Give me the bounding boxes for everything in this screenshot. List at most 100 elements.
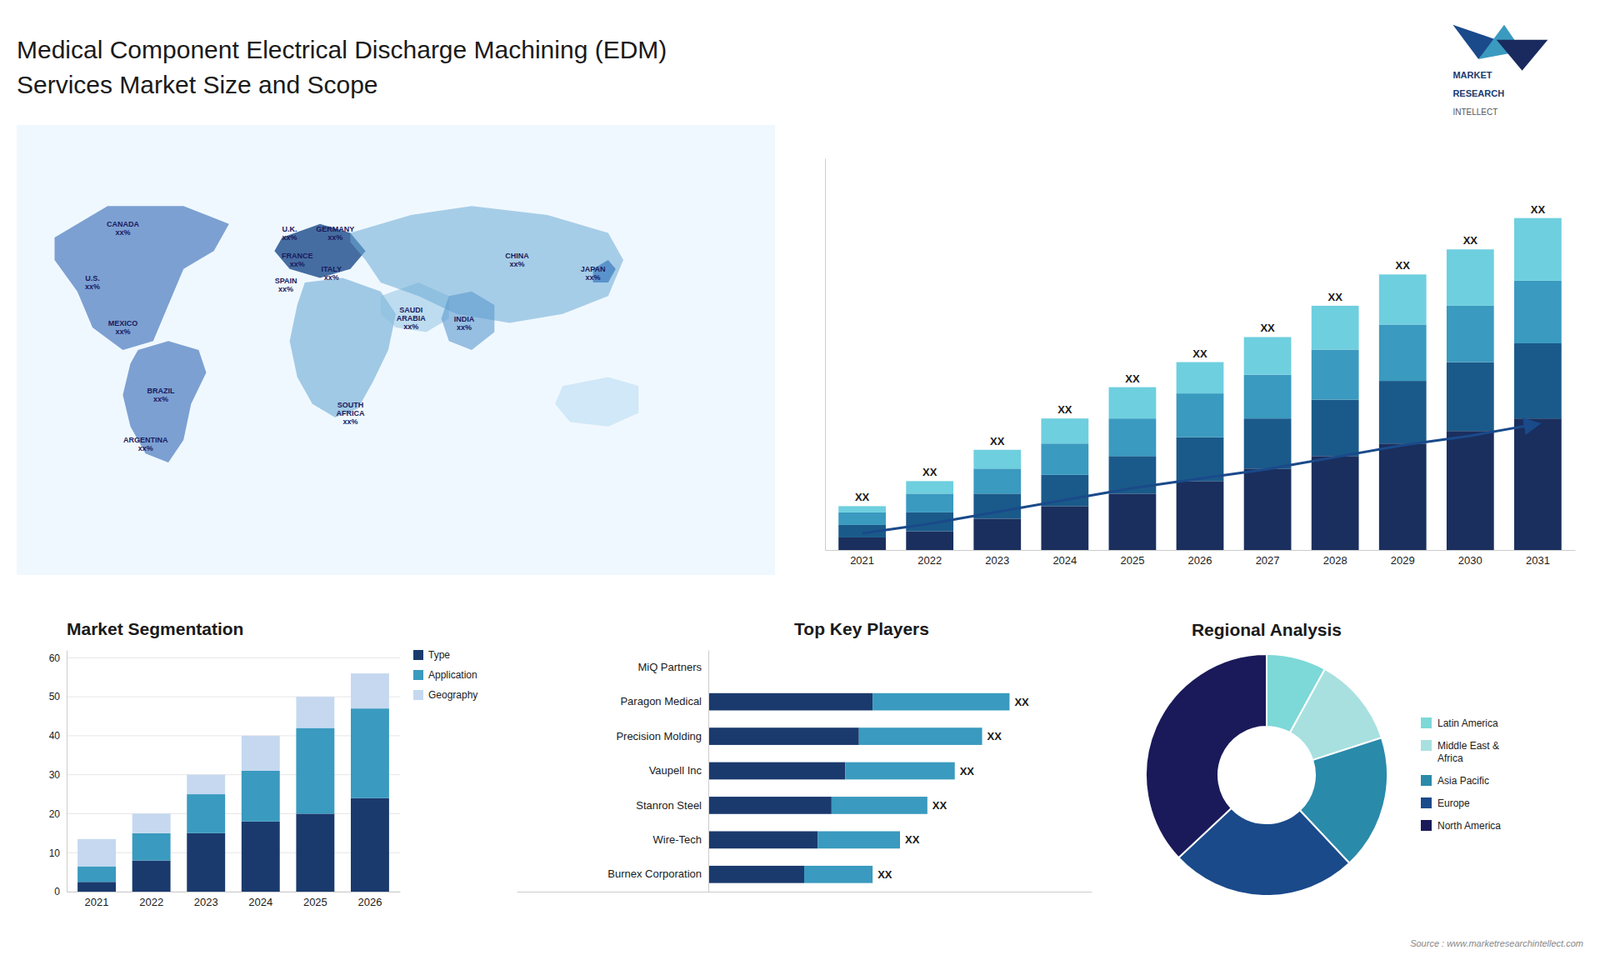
data-label: XX	[922, 465, 938, 479]
tick-label: 0	[54, 885, 60, 898]
bar	[859, 727, 983, 745]
bar-chart: XXXXXXXXXXXXMiQ PartnersParagon MedicalP…	[517, 619, 1093, 893]
annotations: XXXXXXXXXXXX	[877, 695, 1030, 881]
bar	[186, 833, 225, 892]
data-label: XX	[877, 868, 893, 881]
tick-label: 10	[49, 847, 61, 860]
tick: MiQ Partners	[637, 660, 702, 674]
bar	[1379, 443, 1427, 550]
grid-line	[66, 852, 400, 854]
bar	[1040, 475, 1089, 507]
bar	[905, 530, 954, 550]
legend-swatch	[1420, 717, 1432, 729]
bar	[241, 735, 280, 771]
bar	[295, 696, 335, 728]
legend-item: Application	[413, 669, 478, 681]
legend-label: Geography	[428, 689, 478, 701]
text-line: North America	[1437, 820, 1501, 832]
bar	[1311, 400, 1360, 457]
tick-label: 2024	[1052, 554, 1077, 567]
data-label: XX	[960, 765, 975, 778]
tick: Vaupell Inc	[649, 764, 703, 777]
map-label: SPAINxx%	[275, 276, 298, 294]
plot-area	[708, 693, 1010, 884]
bar	[1176, 393, 1225, 438]
bar	[817, 831, 900, 850]
source: Source : www.marketresearchintellect.com	[1410, 938, 1584, 949]
bar	[1040, 418, 1089, 444]
map-label: U.K.xx%	[282, 225, 298, 242]
data-label: XX	[932, 799, 948, 812]
bar	[905, 493, 954, 513]
text-line: xx%	[342, 417, 358, 426]
axis-line	[517, 891, 1093, 893]
tick-label: 2022	[139, 895, 164, 909]
text-line: MEXICO	[108, 319, 139, 328]
map: CANADAxx%U.S.xx%MEXICOxx%BRAZILxx%ARGENT…	[16, 125, 775, 575]
legend-label: Europe	[1437, 797, 1470, 810]
tick: 2030	[1458, 554, 1483, 567]
tick-label: 2027	[1255, 554, 1280, 567]
tick: 50	[49, 690, 67, 703]
tick-label: 20	[49, 808, 61, 820]
text-line: FRANCE	[281, 251, 314, 260]
bar	[838, 537, 886, 550]
tick: Wire-Tech	[652, 833, 702, 846]
legend-label: Application	[428, 669, 478, 681]
continent	[555, 376, 639, 426]
bar	[350, 708, 390, 799]
text-line: xx%	[510, 260, 525, 269]
bar-chart: XXXXXXXXXXXXXXXXXXXXXX202120222023202420…	[825, 159, 1576, 568]
legend: Latin AmericaMiddle East &AfricaAsia Pac…	[1420, 717, 1501, 832]
bar	[973, 468, 1021, 494]
legend-item: Asia Pacific	[1420, 775, 1490, 787]
map-label: MEXICOxx%	[108, 319, 139, 336]
tick: 2024	[248, 895, 273, 909]
text-line: U.K.	[282, 225, 298, 234]
data-label: XX	[1192, 347, 1208, 360]
tick: 0	[54, 885, 67, 898]
legend-item: North America	[1420, 820, 1501, 832]
bar	[708, 865, 805, 884]
category-axis: MiQ PartnersParagon MedicalPrecision Mol…	[607, 650, 709, 893]
map-label: ARGENTINAxx%	[123, 435, 169, 453]
tick-label: Paragon Medical	[620, 695, 702, 708]
legend-label: North America	[1437, 820, 1501, 832]
tick-label: 2025	[1120, 554, 1145, 567]
bar	[241, 821, 280, 892]
bar	[1379, 380, 1427, 444]
bar	[1446, 305, 1495, 363]
bar	[1109, 418, 1157, 456]
tick-label: 2026	[1188, 554, 1213, 567]
continent	[122, 340, 206, 463]
bar	[973, 518, 1021, 550]
logo-text: MARKET	[1452, 70, 1492, 80]
map-label: ITALYxx%	[320, 265, 342, 282]
tick-label: 2030	[1458, 554, 1483, 567]
bar	[708, 762, 845, 780]
data-label: XX	[1463, 234, 1479, 247]
axis-line	[66, 650, 68, 893]
value-axis	[517, 891, 1093, 893]
bar	[708, 796, 832, 815]
bar	[186, 775, 225, 795]
data-label: XX	[1014, 695, 1030, 709]
tick-label: 2028	[1323, 554, 1348, 567]
text-line: Asia Pacific	[1437, 775, 1490, 787]
bar	[845, 762, 955, 780]
text-line: ARABIA	[396, 314, 426, 323]
text-line: xx%	[153, 395, 169, 404]
bar	[1311, 455, 1360, 550]
tick: Stanron Steel	[635, 799, 702, 812]
tick-label: Stanron Steel	[635, 799, 702, 812]
tick: 2023	[985, 554, 1010, 567]
tick-label: 2021	[85, 895, 110, 909]
text-line: xx%	[138, 444, 154, 453]
bar	[973, 450, 1021, 470]
axis-line	[825, 550, 1576, 551]
text-line: Africa	[1437, 752, 1464, 765]
grid-line	[66, 813, 400, 815]
text-line: Europe	[1437, 797, 1470, 810]
bar	[295, 728, 335, 815]
data-label: XX	[987, 730, 1003, 743]
